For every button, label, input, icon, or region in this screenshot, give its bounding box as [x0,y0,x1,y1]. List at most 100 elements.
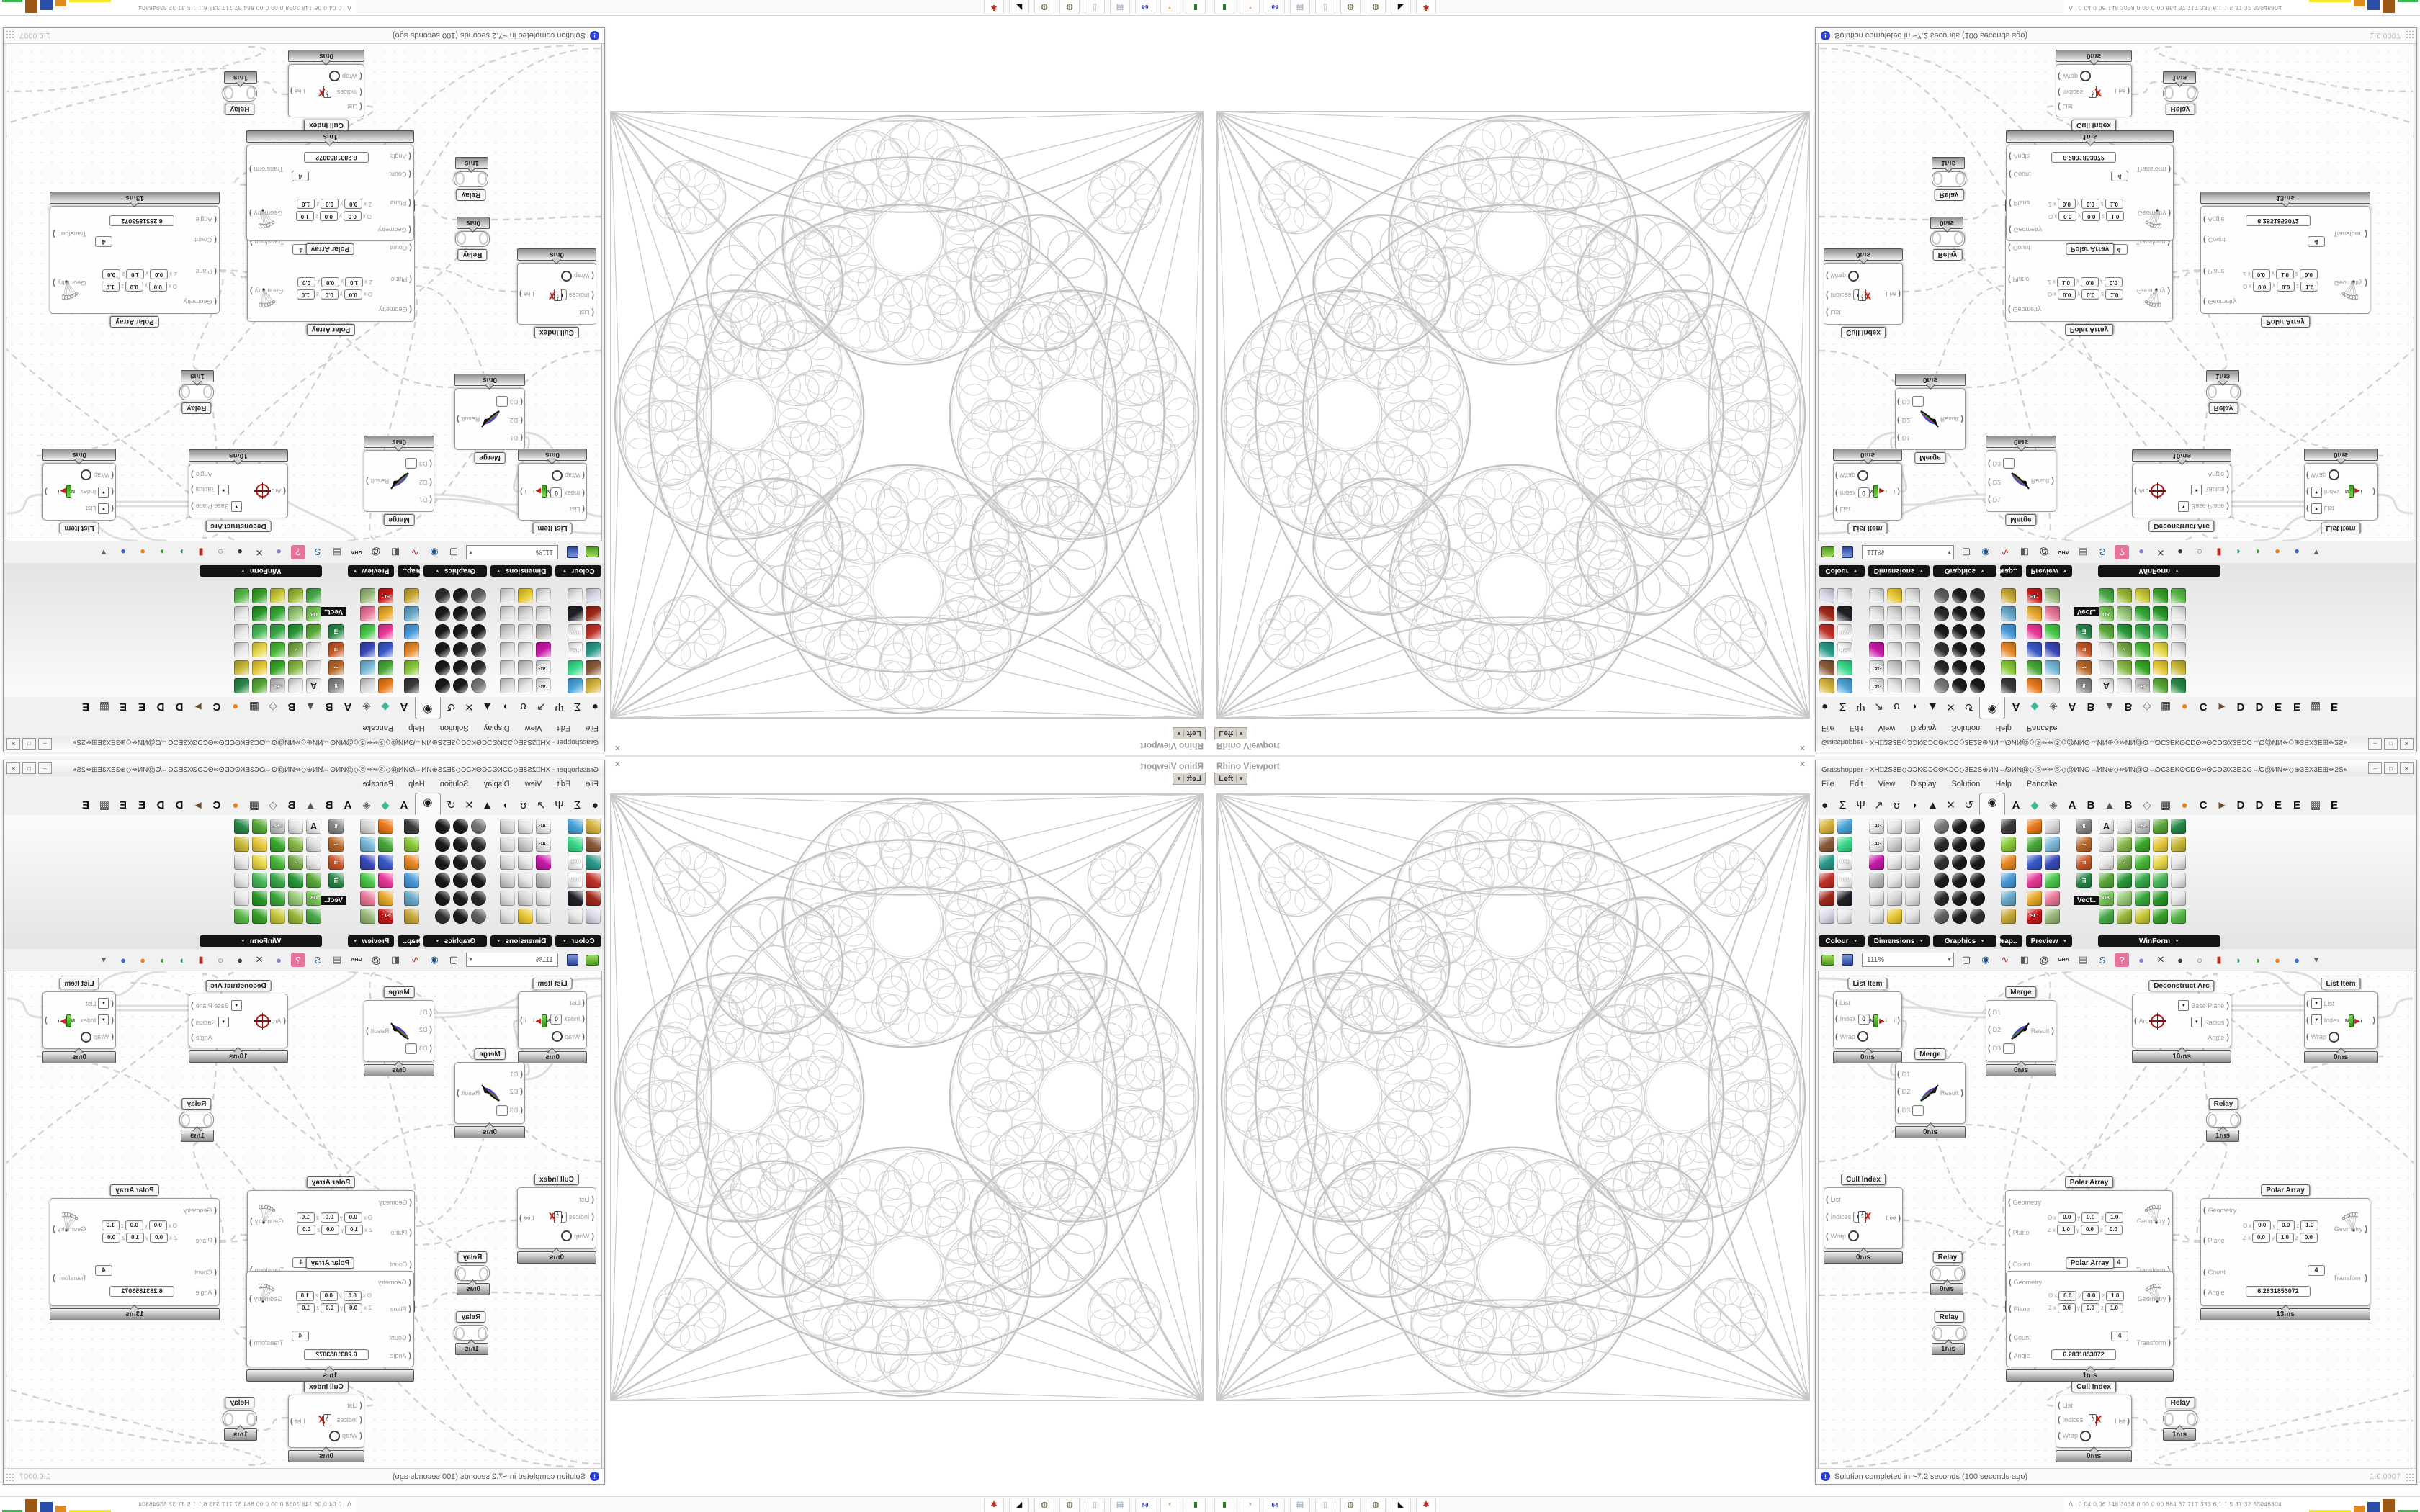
port-jack[interactable]: ( [2009,1277,2012,1287]
plugin-tab-6[interactable]: B [2124,701,2133,713]
plugin-tab-11[interactable]: ► [192,701,204,713]
node-title-tag[interactable]: Polar Array [2064,324,2114,336]
tab-vector[interactable]: ↗ [537,701,546,713]
palette-component-icon[interactable] [2171,837,2186,852]
palette-component-icon[interactable] [1869,855,1884,870]
tab-curve[interactable]: ʊ [520,701,526,713]
plugin-tab-1[interactable]: ◆ [2030,799,2039,811]
jump-wires-icon[interactable]: ✕ [255,547,264,558]
palette-component-icon[interactable] [2153,660,2168,675]
palette-component-icon[interactable] [435,624,450,639]
node-title-tag[interactable]: Polar Array [2065,243,2115,255]
plugin-tab-6[interactable]: B [287,701,296,713]
plugin-tab-3[interactable]: A [344,701,352,713]
node-body[interactable]: (List(Indices(Wrap List) 1 2 ✗ [2056,1395,2132,1448]
palette-component-icon[interactable] [252,891,267,906]
plane-value-box[interactable]: 0.0 [148,1220,167,1230]
node-body[interactable]: (D1(D2(D3 Result) [1895,388,1966,450]
palette-component-icon[interactable] [435,873,450,888]
wrap-toggle[interactable] [1848,1230,1860,1242]
menu-help[interactable]: Help [408,724,425,732]
merge-d3-box[interactable] [2003,1043,2015,1054]
node-title-tag[interactable]: Relay [457,249,488,261]
palette-component-icon[interactable] [1934,642,1949,657]
plane-value-box[interactable]: 1.0 [2105,1212,2124,1223]
palette-component-icon[interactable] [500,606,515,621]
port-jack[interactable]: ( [2058,87,2061,96]
palette-group-label[interactable]: Grap.. ▼ [1996,935,2026,947]
palette-component-icon[interactable] [2153,819,2168,834]
port-jack[interactable]: ( [1826,308,1829,318]
palette-component-icon[interactable] [2099,855,2114,870]
palette-component-icon[interactable] [2045,642,2060,657]
port-jack[interactable]: ) [519,1214,522,1223]
gift-icon[interactable]: ? [2115,545,2129,559]
port-jack[interactable]: ( [1835,1014,1838,1024]
viewport-close-icon[interactable]: ✕ [614,743,621,752]
palette-component-icon[interactable] [1970,819,1985,834]
exit-door-icon[interactable]: ◧ [390,954,400,965]
port-jack[interactable]: ( [1897,1070,1900,1079]
taskbar-app-notepad[interactable]: ▯ [1315,1498,1335,1512]
palette-component-icon[interactable] [2153,624,2168,639]
tab-params[interactable]: ● [1821,799,1829,811]
gh-node-rl4[interactable]: Relay 1ms [2163,71,2197,115]
palette-component-icon[interactable] [435,642,450,657]
port-jack[interactable]: ) [366,477,369,485]
gh-node-pa1[interactable]: Polar Array(Geometry(Plane(Count(AngleGe… [247,199,415,336]
port-jack[interactable]: ) [2226,502,2229,511]
palette-group-label[interactable]: Graphics ▼ [424,565,487,577]
palette-component-icon[interactable] [453,642,468,657]
port-jack[interactable]: ( [2203,1288,2206,1297]
plane-value-box[interactable]: 1.0 [2106,1290,2125,1301]
port-jack[interactable]: ( [1835,505,1838,514]
tab-mesh[interactable]: ▲ [482,799,493,811]
palette-component-icon[interactable]: ⇉ [328,642,344,657]
palette-component-icon[interactable] [1905,606,1920,621]
palette-component-icon[interactable] [2153,837,2168,852]
node-title-tag[interactable]: Polar Array [305,243,355,255]
port-jack[interactable]: ( [2306,487,2309,497]
palette-group-label[interactable]: Preview ▼ [348,565,394,577]
node-title-tag[interactable]: List Item [1847,978,1888,989]
expression-chip[interactable]: ▼ [2178,501,2190,512]
port-jack[interactable]: ) [2051,1027,2054,1035]
palette-component-icon[interactable] [270,909,285,924]
palette-component-icon[interactable] [1905,678,1920,693]
palette-component-icon[interactable]: HSV [1837,624,1852,639]
palette-component-icon[interactable] [453,891,468,906]
plane-value-box[interactable]: 1.0 [297,1302,315,1313]
gh-node-pa2[interactable]: Polar Array(Geometry(Plane(Count(Angle Ge… [2200,1184,2370,1320]
palette-component-icon[interactable] [1905,624,1920,639]
gh-node-cu2[interactable]: Cull Index(List(Indices(Wrap List) 1 2 ✗ 0ms [2056,1381,2132,1462]
plane-value-box[interactable]: 1.0 [101,1220,120,1230]
palette-component-icon[interactable] [536,606,551,621]
palette-component-icon[interactable] [2045,837,2060,852]
port-jack[interactable]: ) [520,1016,523,1025]
palette-component-icon[interactable]: ⇶ [2076,624,2092,639]
palette-component-icon[interactable] [471,588,486,603]
palette-component-icon[interactable] [1869,891,1884,906]
palette-component-icon[interactable] [586,642,601,657]
jump-wires-icon[interactable]: ✕ [2156,954,2165,965]
palette-component-icon[interactable] [1887,873,1902,888]
palette-component-icon[interactable] [2045,873,2060,888]
palette-component-icon[interactable] [2171,678,2186,693]
palette-component-icon[interactable] [2135,588,2150,603]
widget-sphere-dark-icon[interactable]: ● [2177,954,2183,966]
palette-component-icon[interactable] [2001,678,2016,693]
port-jack[interactable]: ( [1835,488,1838,498]
port-jack[interactable]: ( [2306,1015,2309,1025]
jump-wires-icon[interactable]: ✕ [2156,547,2165,558]
palette-component-icon[interactable] [500,660,515,675]
palette-component-icon[interactable] [1952,909,1967,924]
palette-component-icon[interactable] [288,624,303,639]
palette-component-icon[interactable] [1970,660,1985,675]
taskbar-app-dosbox[interactable]: 64 [1265,0,1285,14]
save-file-icon[interactable] [1840,953,1855,967]
port-jack[interactable]: ( [2306,504,2309,513]
palette-component-icon[interactable] [270,855,285,870]
gh-node-li2[interactable]: List Item(▼ List(▼ Index(Wrap i) N ▶ i 0ms [42,978,116,1063]
wrap-toggle[interactable] [551,1031,563,1043]
palette-component-icon[interactable] [1869,642,1884,657]
